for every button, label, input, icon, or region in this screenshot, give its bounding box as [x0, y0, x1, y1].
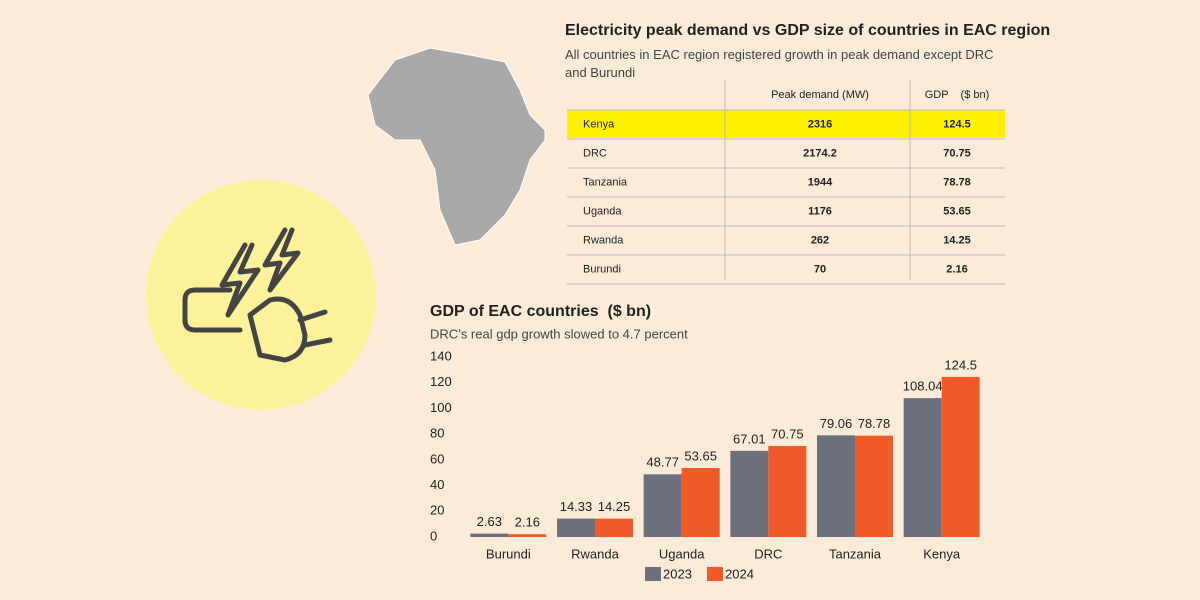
peak-demand: 262 — [811, 234, 829, 246]
legend-label: 2023 — [663, 566, 692, 581]
table-subtitle: All countries in EAC region registered g… — [565, 47, 994, 80]
bar — [557, 518, 595, 537]
data-label: 67.01 — [733, 431, 766, 446]
data-label: 78.78 — [858, 416, 891, 431]
data-label: 108.04 — [903, 379, 943, 394]
gdp: 53.65 — [943, 205, 971, 217]
peak-demand: 70 — [814, 263, 826, 275]
x-tick-label: Rwanda — [571, 546, 619, 561]
bar — [768, 446, 807, 537]
bar — [817, 435, 855, 537]
row-label: Rwanda — [583, 234, 624, 246]
column-header: Peak demand (MW) — [771, 89, 869, 101]
chart-title: GDP of EAC countries ($ bn) — [430, 303, 651, 320]
row-label: DRC — [583, 147, 607, 159]
legend-swatch — [645, 567, 661, 581]
peak-demand: 1944 — [808, 176, 833, 188]
y-tick-label: 100 — [430, 400, 452, 415]
gdp: 2.16 — [946, 263, 967, 275]
x-tick-label: Uganda — [659, 546, 705, 561]
bar — [681, 468, 720, 537]
bar — [730, 450, 769, 537]
data-label: 14.33 — [560, 499, 593, 514]
y-tick-label: 140 — [430, 348, 452, 363]
legend-label: 2024 — [725, 566, 754, 581]
y-tick-label: 0 — [430, 528, 437, 543]
data-label: 2.63 — [477, 514, 502, 529]
gdp: 14.25 — [943, 234, 971, 246]
chart-subtitle: DRC’s real gdp growth slowed to 4.7 perc… — [430, 326, 688, 341]
peak-demand: 2316 — [808, 118, 832, 130]
y-tick-label: 80 — [430, 426, 444, 441]
highlight-row — [567, 110, 1005, 138]
data-label: 2.16 — [515, 515, 540, 530]
column-header: GDP ($ bn) — [925, 89, 990, 101]
data-label: 14.25 — [598, 499, 631, 514]
plug-icon — [182, 227, 333, 363]
row-label: Kenya — [583, 118, 615, 130]
bar — [470, 533, 509, 537]
row-label: Uganda — [583, 205, 622, 217]
x-tick-label: Burundi — [486, 546, 531, 561]
y-tick-label: 40 — [430, 477, 444, 492]
data-label: 79.06 — [820, 416, 853, 431]
bar — [855, 435, 893, 537]
africa-map — [367, 47, 546, 246]
x-tick-label: DRC — [754, 546, 782, 561]
gdp: 78.78 — [943, 176, 971, 188]
y-tick-label: 60 — [430, 451, 444, 466]
peak-demand: 2174.2 — [803, 147, 837, 159]
bar — [903, 398, 942, 537]
icon-circle — [146, 180, 376, 410]
data-label: 53.65 — [684, 448, 717, 463]
gdp: 70.75 — [943, 147, 971, 159]
bar — [941, 376, 980, 537]
peak-demand: 1176 — [808, 205, 832, 217]
bar — [595, 518, 633, 537]
bar — [643, 474, 682, 537]
row-label: Tanzania — [583, 176, 628, 188]
bar — [508, 534, 547, 537]
data-label: 70.75 — [771, 426, 804, 441]
table-title: Electricity peak demand vs GDP size of c… — [565, 22, 1050, 39]
y-tick-label: 20 — [430, 503, 444, 518]
y-tick-label: 120 — [430, 374, 452, 389]
x-tick-label: Kenya — [923, 546, 961, 561]
data-label: 48.77 — [646, 455, 679, 470]
legend-swatch — [707, 567, 723, 581]
data-label: 124.5 — [944, 357, 977, 372]
table-subtitle-box: All countries in EAC region registered g… — [565, 47, 994, 80]
row-label: Burundi — [583, 263, 621, 275]
gdp: 124.5 — [943, 118, 971, 130]
x-tick-label: Tanzania — [829, 546, 882, 561]
